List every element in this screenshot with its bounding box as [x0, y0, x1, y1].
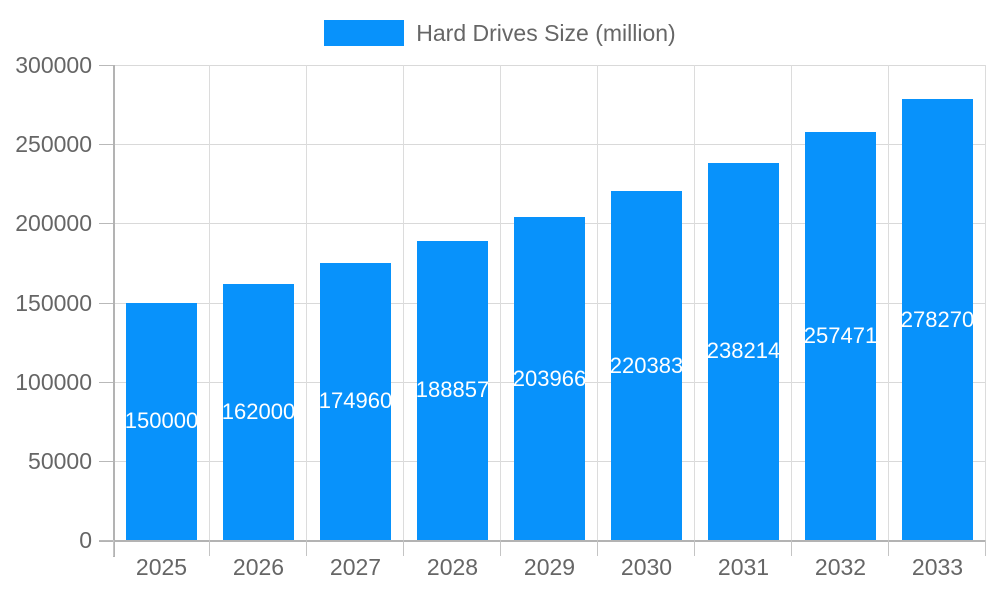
x-axis-tick-label: 2025	[135, 554, 188, 580]
bar-value-label: 174960	[320, 388, 391, 414]
legend-label: Hard Drives Size (million)	[416, 19, 676, 46]
x-gridline	[597, 65, 598, 540]
y-tick	[99, 540, 113, 541]
y-axis-tick-label: 150000	[15, 289, 92, 316]
y-gridline	[113, 65, 986, 66]
x-axis-tick-label: 2030	[620, 554, 673, 580]
bar-value-label: 278270	[902, 306, 973, 332]
bar-2033[interactable]: 278270	[902, 99, 973, 540]
bar-2032[interactable]: 257471	[805, 132, 876, 540]
bar-2027[interactable]: 174960	[320, 262, 391, 540]
x-tick	[500, 540, 501, 556]
bar-value-label: 220383	[611, 352, 682, 378]
x-axis-tick-label: 2026	[232, 554, 285, 580]
bar-value-label: 238214	[708, 338, 779, 364]
x-gridline	[306, 65, 307, 540]
y-tick	[99, 65, 113, 66]
x-tick	[306, 540, 307, 556]
bar-value-label: 162000	[223, 398, 294, 424]
bar-value-label: 150000	[126, 408, 197, 434]
x-axis-line	[99, 540, 986, 542]
x-tick	[209, 540, 210, 556]
x-axis-tick-label: 2027	[329, 554, 382, 580]
x-gridline	[500, 65, 501, 540]
x-tick	[597, 540, 598, 556]
bar-2029[interactable]: 203966	[514, 217, 585, 540]
plot-area: 150000 162000 174960 188857 203966 220383 2382…	[113, 65, 986, 541]
y-axis-tick-label: 50000	[28, 447, 92, 474]
y-tick	[99, 302, 113, 304]
x-gridline	[985, 65, 986, 540]
x-tick	[694, 540, 695, 556]
x-tick	[403, 540, 404, 556]
x-tick	[985, 540, 986, 556]
x-tick	[113, 540, 114, 556]
legend-swatch-icon	[324, 20, 405, 46]
x-gridline	[888, 65, 889, 540]
x-gridline	[791, 65, 792, 540]
x-tick	[791, 540, 792, 556]
x-axis-tick-label: 2028	[426, 554, 479, 580]
bar-2030[interactable]: 220383	[611, 191, 682, 540]
bar-2028[interactable]: 188857	[417, 240, 488, 540]
y-gridline	[113, 144, 986, 146]
y-axis-tick-label: 0	[79, 527, 92, 553]
bar-value-label: 188857	[417, 377, 488, 403]
y-axis-tick-label: 250000	[15, 131, 92, 158]
y-axis-tick-label: 300000	[15, 52, 92, 78]
chart-legend[interactable]: Hard Drives Size (million)	[0, 18, 1000, 48]
x-axis-tick-label: 2029	[523, 554, 576, 580]
bar-value-label: 203966	[514, 365, 585, 391]
y-axis-line	[113, 65, 115, 557]
y-axis-tick-label: 100000	[15, 368, 92, 395]
x-axis-tick-label: 2031	[717, 554, 770, 580]
bar-2025[interactable]: 150000	[126, 302, 197, 540]
y-tick	[99, 144, 113, 146]
x-axis-tick-label: 2032	[814, 554, 867, 580]
y-tick	[99, 460, 113, 462]
bar-value-label: 257471	[805, 323, 876, 349]
bar-2031[interactable]: 238214	[708, 162, 779, 540]
y-tick	[99, 381, 113, 383]
x-axis-tick-label: 2033	[911, 554, 964, 580]
x-gridline	[694, 65, 695, 540]
y-axis-tick-label: 200000	[15, 210, 92, 237]
bar-2026[interactable]: 162000	[223, 283, 294, 540]
x-gridline	[209, 65, 210, 540]
x-tick	[888, 540, 889, 556]
x-gridline	[403, 65, 404, 540]
y-tick	[99, 223, 113, 225]
